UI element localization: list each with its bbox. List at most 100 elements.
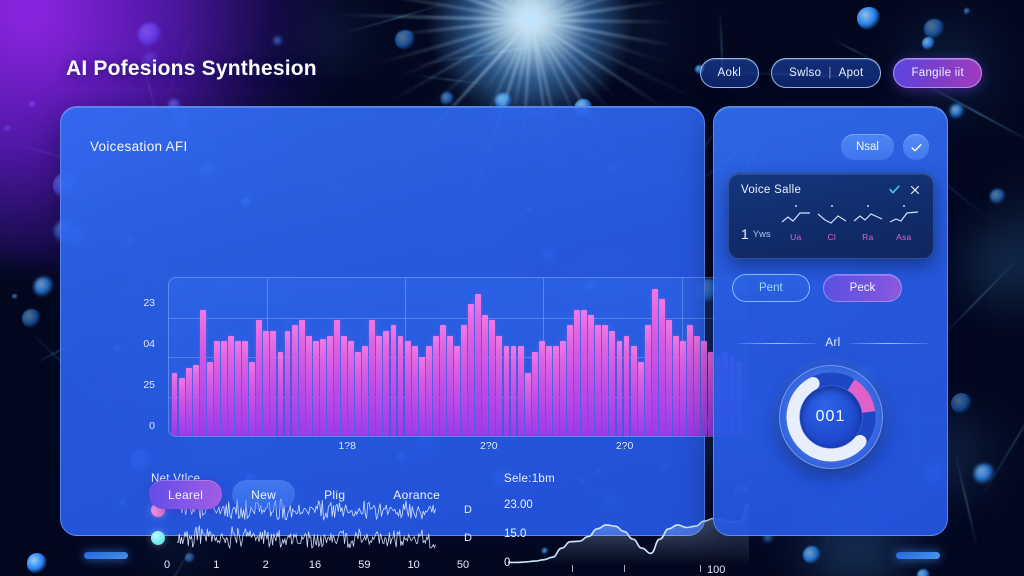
header-action-swlso-apot[interactable]: Swlso | Apot (771, 58, 882, 88)
bar-item[interactable] (341, 335, 347, 436)
bar-item[interactable] (531, 351, 538, 436)
bar-item[interactable] (545, 346, 552, 436)
bar-item[interactable] (651, 288, 658, 436)
bar-item[interactable] (235, 341, 242, 436)
bar-item[interactable] (680, 341, 686, 436)
bar-item[interactable] (418, 357, 425, 436)
bar-item[interactable] (517, 346, 524, 436)
bar-item[interactable] (602, 325, 609, 436)
bar-item[interactable] (206, 362, 213, 436)
bar-item[interactable] (694, 335, 701, 436)
bar-item[interactable] (390, 325, 397, 436)
bar-item[interactable] (397, 335, 404, 436)
voice-sparkline[interactable]: Ua (778, 205, 814, 242)
bar-item[interactable] (623, 335, 630, 436)
side-pill-nsal[interactable]: Nsal (840, 134, 894, 160)
bar-item[interactable] (552, 346, 559, 436)
bar-item[interactable] (319, 338, 326, 436)
bar-item[interactable] (249, 362, 256, 436)
tab-plig[interactable]: Plig (305, 480, 364, 509)
bar-item[interactable] (178, 378, 185, 436)
bar-item[interactable] (291, 325, 298, 436)
bar-item[interactable] (439, 325, 446, 436)
bar-item[interactable] (192, 364, 199, 436)
header-action-fangile[interactable]: Fangile iit (893, 58, 982, 88)
bar-item[interactable] (708, 351, 715, 436)
bar-item[interactable] (581, 309, 588, 436)
bar-item[interactable] (221, 341, 227, 436)
header-action-aokl[interactable]: Aokl (699, 58, 760, 88)
bar-item[interactable] (538, 341, 545, 436)
bar-item[interactable] (609, 330, 616, 436)
bar-item[interactable] (524, 372, 531, 436)
bar-item[interactable] (432, 335, 439, 436)
voice-card-sparklines: Ua Cl Ra Asa (778, 205, 922, 242)
waveform-row-secondary[interactable]: D (151, 524, 481, 552)
bar-item[interactable] (588, 314, 595, 436)
bar-item[interactable] (425, 346, 432, 436)
bar-item[interactable] (277, 351, 284, 436)
check-icon[interactable] (888, 183, 901, 196)
bar-item[interactable] (185, 367, 192, 436)
side-confirm-button[interactable] (903, 134, 929, 160)
bar-item[interactable] (658, 299, 665, 436)
bar-item[interactable] (687, 325, 694, 436)
side-button-pent[interactable]: Pent (732, 274, 810, 302)
bar-item[interactable] (256, 320, 263, 436)
tab-aorance[interactable]: Aorance (374, 480, 459, 509)
bar-item[interactable] (199, 309, 206, 436)
bar-item[interactable] (503, 346, 510, 436)
bar-item[interactable] (637, 362, 644, 436)
bar-item[interactable] (616, 341, 623, 436)
bar-item[interactable] (171, 372, 178, 436)
bar-item[interactable] (574, 309, 581, 436)
bar-item[interactable] (298, 320, 305, 436)
bar-item[interactable] (454, 346, 460, 436)
bar-item[interactable] (673, 335, 679, 436)
line-chart-plot[interactable] (508, 497, 750, 565)
bar-item[interactable] (644, 325, 651, 436)
bar-item[interactable] (567, 325, 573, 436)
bar-item[interactable] (701, 341, 708, 436)
bar-item[interactable] (312, 341, 319, 436)
bar-chart[interactable] (168, 277, 746, 437)
bar-item[interactable] (270, 330, 277, 436)
bar-item[interactable] (383, 330, 390, 436)
bar-item[interactable] (369, 320, 376, 436)
voice-sparkline[interactable]: Cl (814, 205, 850, 242)
side-button-peck[interactable]: Peck (822, 274, 903, 302)
close-icon[interactable] (909, 184, 921, 196)
bar-item[interactable] (461, 325, 468, 436)
voice-scale-card[interactable]: Voice Salle 1 Yws Ua Cl Ra Asa (728, 173, 934, 259)
bar-item[interactable] (482, 314, 489, 436)
bar-item[interactable] (263, 330, 270, 436)
bar-item[interactable] (326, 335, 333, 436)
voice-sparkline[interactable]: Ra (850, 205, 886, 242)
bar-item[interactable] (665, 320, 672, 436)
bar-item[interactable] (595, 325, 602, 436)
voice-sparkline[interactable]: Asa (886, 205, 922, 242)
bar-item[interactable] (242, 341, 249, 436)
bar-item[interactable] (510, 346, 517, 436)
bar-item[interactable] (489, 320, 496, 436)
bar-item[interactable] (362, 346, 369, 436)
bar-item[interactable] (560, 341, 566, 436)
tab-learel[interactable]: Learel (149, 480, 223, 509)
progress-gauge[interactable]: 001 (769, 356, 892, 478)
bar-item[interactable] (213, 341, 220, 436)
bar-item[interactable] (475, 293, 482, 436)
tab-new[interactable]: New (232, 480, 296, 509)
bar-item[interactable] (468, 304, 475, 436)
bar-item[interactable] (334, 320, 340, 436)
bar-item[interactable] (355, 351, 362, 436)
bar-item[interactable] (447, 335, 453, 436)
bar-item[interactable] (305, 335, 312, 436)
bar-item[interactable] (284, 330, 291, 436)
bar-item[interactable] (404, 341, 411, 436)
bar-item[interactable] (496, 335, 503, 436)
bar-item[interactable] (411, 346, 418, 436)
bar-item[interactable] (348, 341, 355, 436)
bar-item[interactable] (376, 335, 383, 436)
bar-item[interactable] (228, 335, 234, 436)
bar-item[interactable] (630, 346, 637, 436)
